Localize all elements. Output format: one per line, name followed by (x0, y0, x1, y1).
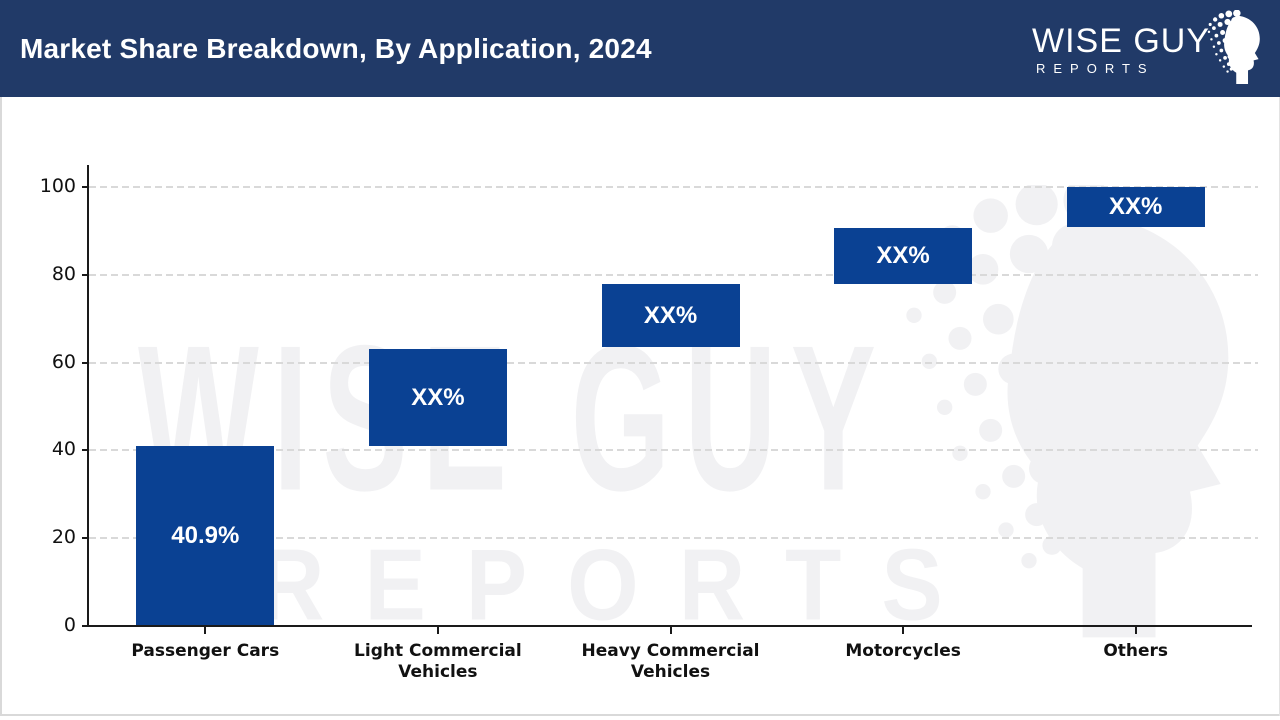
y-tick-mark-100 (82, 186, 89, 188)
page-title: Market Share Breakdown, By Application, … (20, 33, 652, 64)
x-tick-mark-0 (204, 627, 207, 634)
y-tick-label-0: 0 (63, 614, 76, 636)
gridline-40 (89, 449, 1258, 452)
y-axis-line (87, 165, 89, 627)
gridline-60 (89, 361, 1258, 364)
bar-value-label: XX% (411, 383, 465, 411)
logo-head-icon (1207, 10, 1260, 84)
x-tick-label-2: Heavy Commercial Vehicles (581, 641, 760, 682)
x-tick-label-0: Passenger Cars (131, 641, 280, 661)
y-tick-mark-80 (82, 273, 89, 276)
y-tick-mark-40 (82, 449, 89, 452)
y-tick-label-20: 20 (51, 526, 76, 549)
x-tick-mark-2 (669, 627, 672, 634)
y-tick-mark-20 (82, 537, 89, 540)
x-tick-mark-1 (436, 627, 439, 634)
x-tick-label-3: Motorcycles (845, 641, 961, 661)
bar-passenger-cars: 40.9% (136, 446, 275, 626)
header-bar: Market Share Breakdown, By Application, … (0, 0, 1280, 97)
gridline-100 (89, 186, 1258, 188)
y-tick-label-60: 60 (51, 350, 76, 373)
bar-value-label: XX% (876, 241, 930, 269)
y-tick-label-100: 100 (39, 175, 76, 197)
bar-value-label: 40.9% (171, 522, 240, 550)
x-tick-mark-3 (902, 627, 905, 634)
bar-motorcycles: XX% (834, 228, 973, 284)
x-tick-label-1: Light Commercial Vehicles (354, 641, 522, 682)
bar-value-label: XX% (643, 301, 698, 329)
gridline-20 (89, 537, 1258, 540)
x-axis-line (87, 625, 1252, 627)
y-tick-mark-0 (82, 625, 89, 627)
bar-light-commercial-vehicles: XX% (368, 349, 507, 446)
logo-wordmark: WISE GUY (1032, 22, 1211, 60)
watermark-reports-text: REPORTS (258, 529, 983, 642)
figure-left-border (0, 97, 2, 716)
y-tick-mark-60 (82, 361, 89, 364)
brand-logo: WISE GUY REPORTS (1026, 4, 1266, 94)
figure-bottom-border (0, 714, 1280, 716)
gridline-80 (89, 273, 1258, 276)
bar-others: XX% (1066, 187, 1205, 227)
bar-value-label: XX% (1109, 192, 1163, 220)
bar-heavy-commercial-vehicles: XX% (601, 284, 740, 348)
y-tick-label-80: 80 (51, 262, 76, 285)
y-tick-label-40: 40 (51, 438, 76, 461)
x-tick-label-4: Others (1103, 641, 1169, 661)
x-tick-mark-4 (1134, 627, 1137, 634)
logo-reports-text: REPORTS (1036, 61, 1155, 76)
